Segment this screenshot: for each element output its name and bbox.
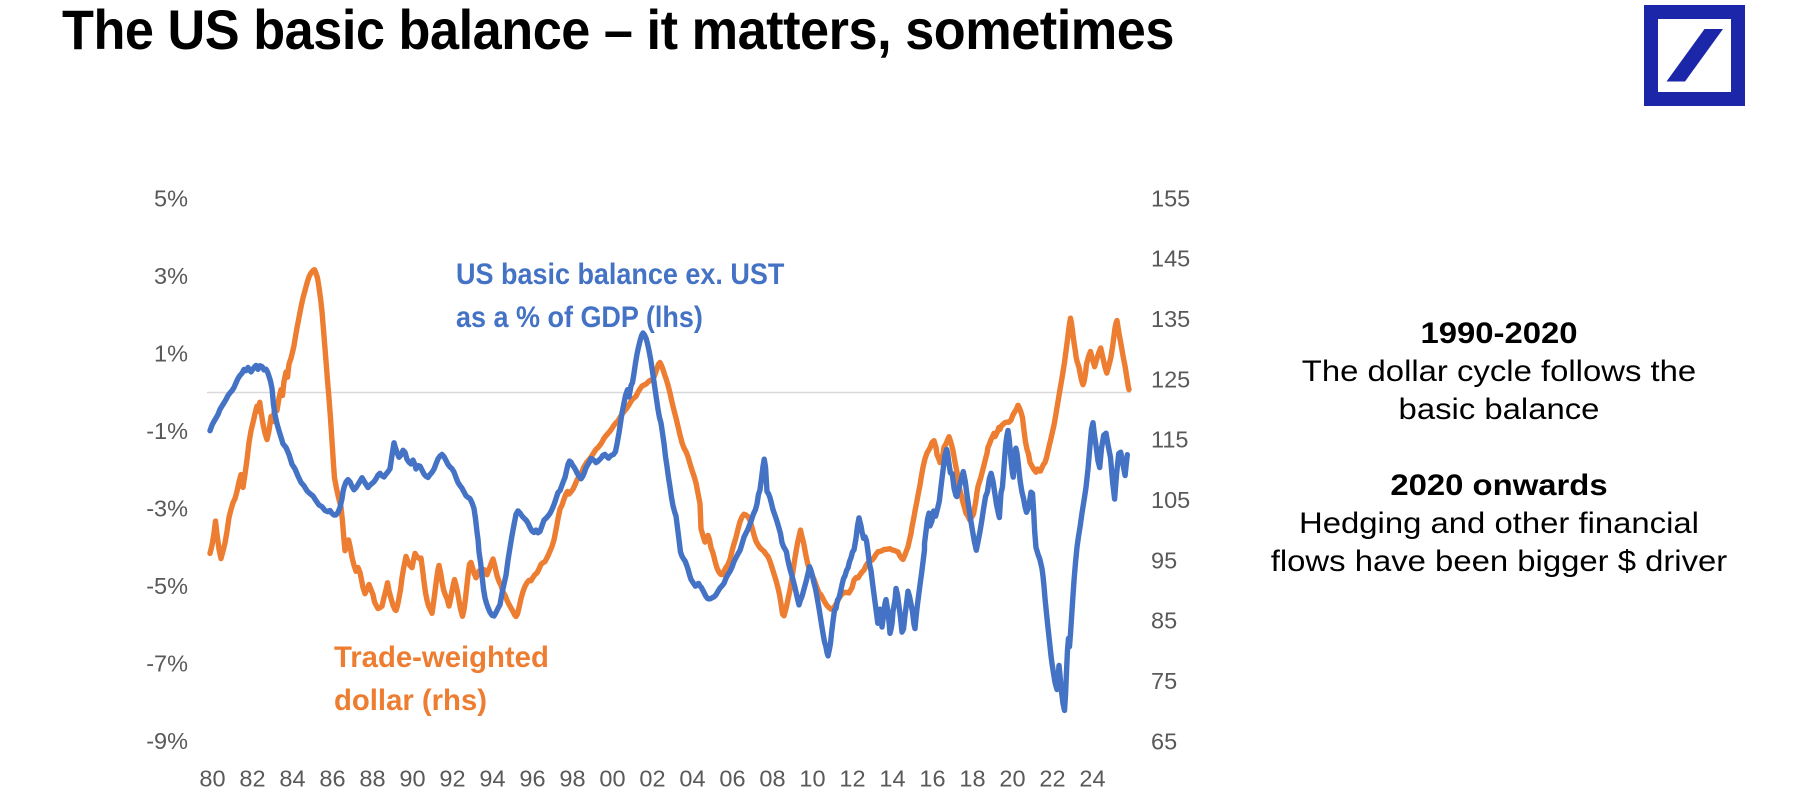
svg-text:dollar (rhs): dollar (rhs) bbox=[334, 684, 487, 717]
svg-text:5%: 5% bbox=[154, 185, 188, 211]
svg-text:-9%: -9% bbox=[146, 728, 188, 754]
svg-text:115: 115 bbox=[1151, 427, 1188, 453]
svg-text:-3%: -3% bbox=[146, 496, 188, 522]
svg-text:86: 86 bbox=[319, 766, 345, 792]
svg-text:95: 95 bbox=[1151, 547, 1177, 573]
svg-text:90: 90 bbox=[399, 766, 425, 792]
svg-text:88: 88 bbox=[359, 766, 385, 792]
svg-text:10: 10 bbox=[799, 766, 825, 792]
svg-text:-7%: -7% bbox=[146, 651, 188, 677]
svg-text:135: 135 bbox=[1151, 306, 1190, 332]
svg-text:1%: 1% bbox=[154, 340, 188, 366]
svg-text:22: 22 bbox=[1039, 766, 1065, 792]
svg-text:98: 98 bbox=[559, 766, 585, 792]
svg-text:65: 65 bbox=[1151, 728, 1177, 754]
svg-text:75: 75 bbox=[1151, 668, 1177, 694]
svg-text:80: 80 bbox=[199, 766, 225, 792]
svg-text:06: 06 bbox=[719, 766, 745, 792]
svg-text:105: 105 bbox=[1151, 487, 1190, 513]
svg-text:82: 82 bbox=[239, 766, 265, 792]
svg-text:14: 14 bbox=[879, 766, 905, 792]
svg-text:12: 12 bbox=[839, 766, 865, 792]
svg-text:85: 85 bbox=[1151, 608, 1177, 634]
svg-text:as a % of GDP (lhs): as a % of GDP (lhs) bbox=[456, 301, 703, 335]
svg-text:US basic balance ex. UST: US basic balance ex. UST bbox=[456, 258, 785, 292]
svg-text:125: 125 bbox=[1151, 366, 1190, 392]
svg-text:24: 24 bbox=[1079, 766, 1105, 792]
svg-text:-5%: -5% bbox=[146, 573, 188, 599]
svg-text:92: 92 bbox=[439, 766, 465, 792]
svg-text:18: 18 bbox=[959, 766, 985, 792]
svg-text:00: 00 bbox=[599, 766, 625, 792]
svg-text:84: 84 bbox=[279, 766, 305, 792]
svg-text:20: 20 bbox=[999, 766, 1025, 792]
svg-text:08: 08 bbox=[759, 766, 785, 792]
svg-text:-1%: -1% bbox=[146, 418, 188, 444]
svg-text:155: 155 bbox=[1151, 185, 1190, 211]
svg-text:Trade-weighted: Trade-weighted bbox=[334, 641, 549, 674]
svg-text:145: 145 bbox=[1151, 246, 1190, 272]
svg-text:16: 16 bbox=[919, 766, 945, 792]
svg-text:04: 04 bbox=[679, 766, 705, 792]
svg-text:02: 02 bbox=[639, 766, 665, 792]
svg-text:96: 96 bbox=[519, 766, 545, 792]
svg-text:94: 94 bbox=[479, 766, 505, 792]
svg-text:3%: 3% bbox=[154, 263, 188, 289]
